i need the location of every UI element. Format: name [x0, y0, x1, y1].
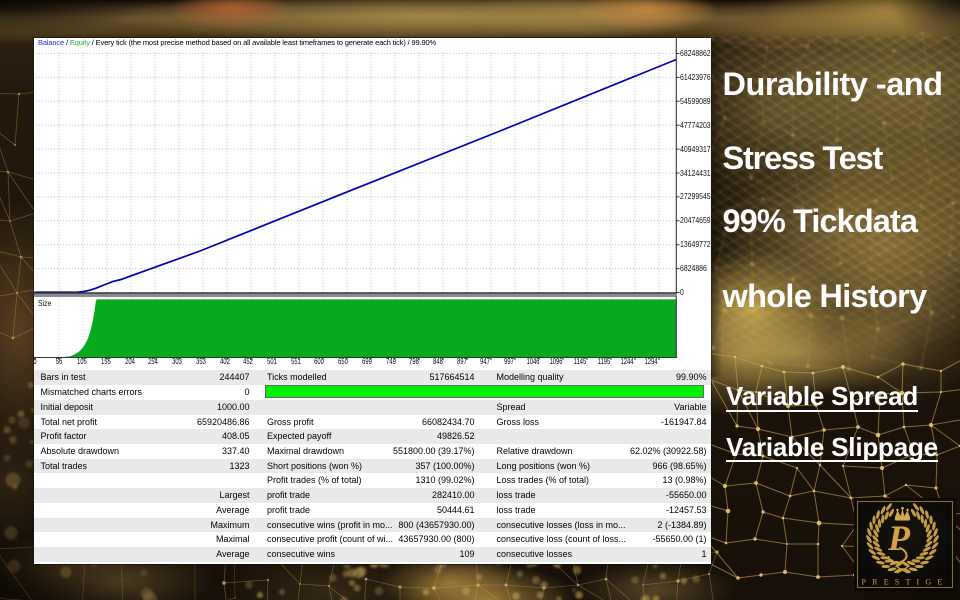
svg-text:P: P — [887, 518, 911, 558]
svg-text:PRESTIGE: PRESTIGE — [862, 578, 949, 587]
